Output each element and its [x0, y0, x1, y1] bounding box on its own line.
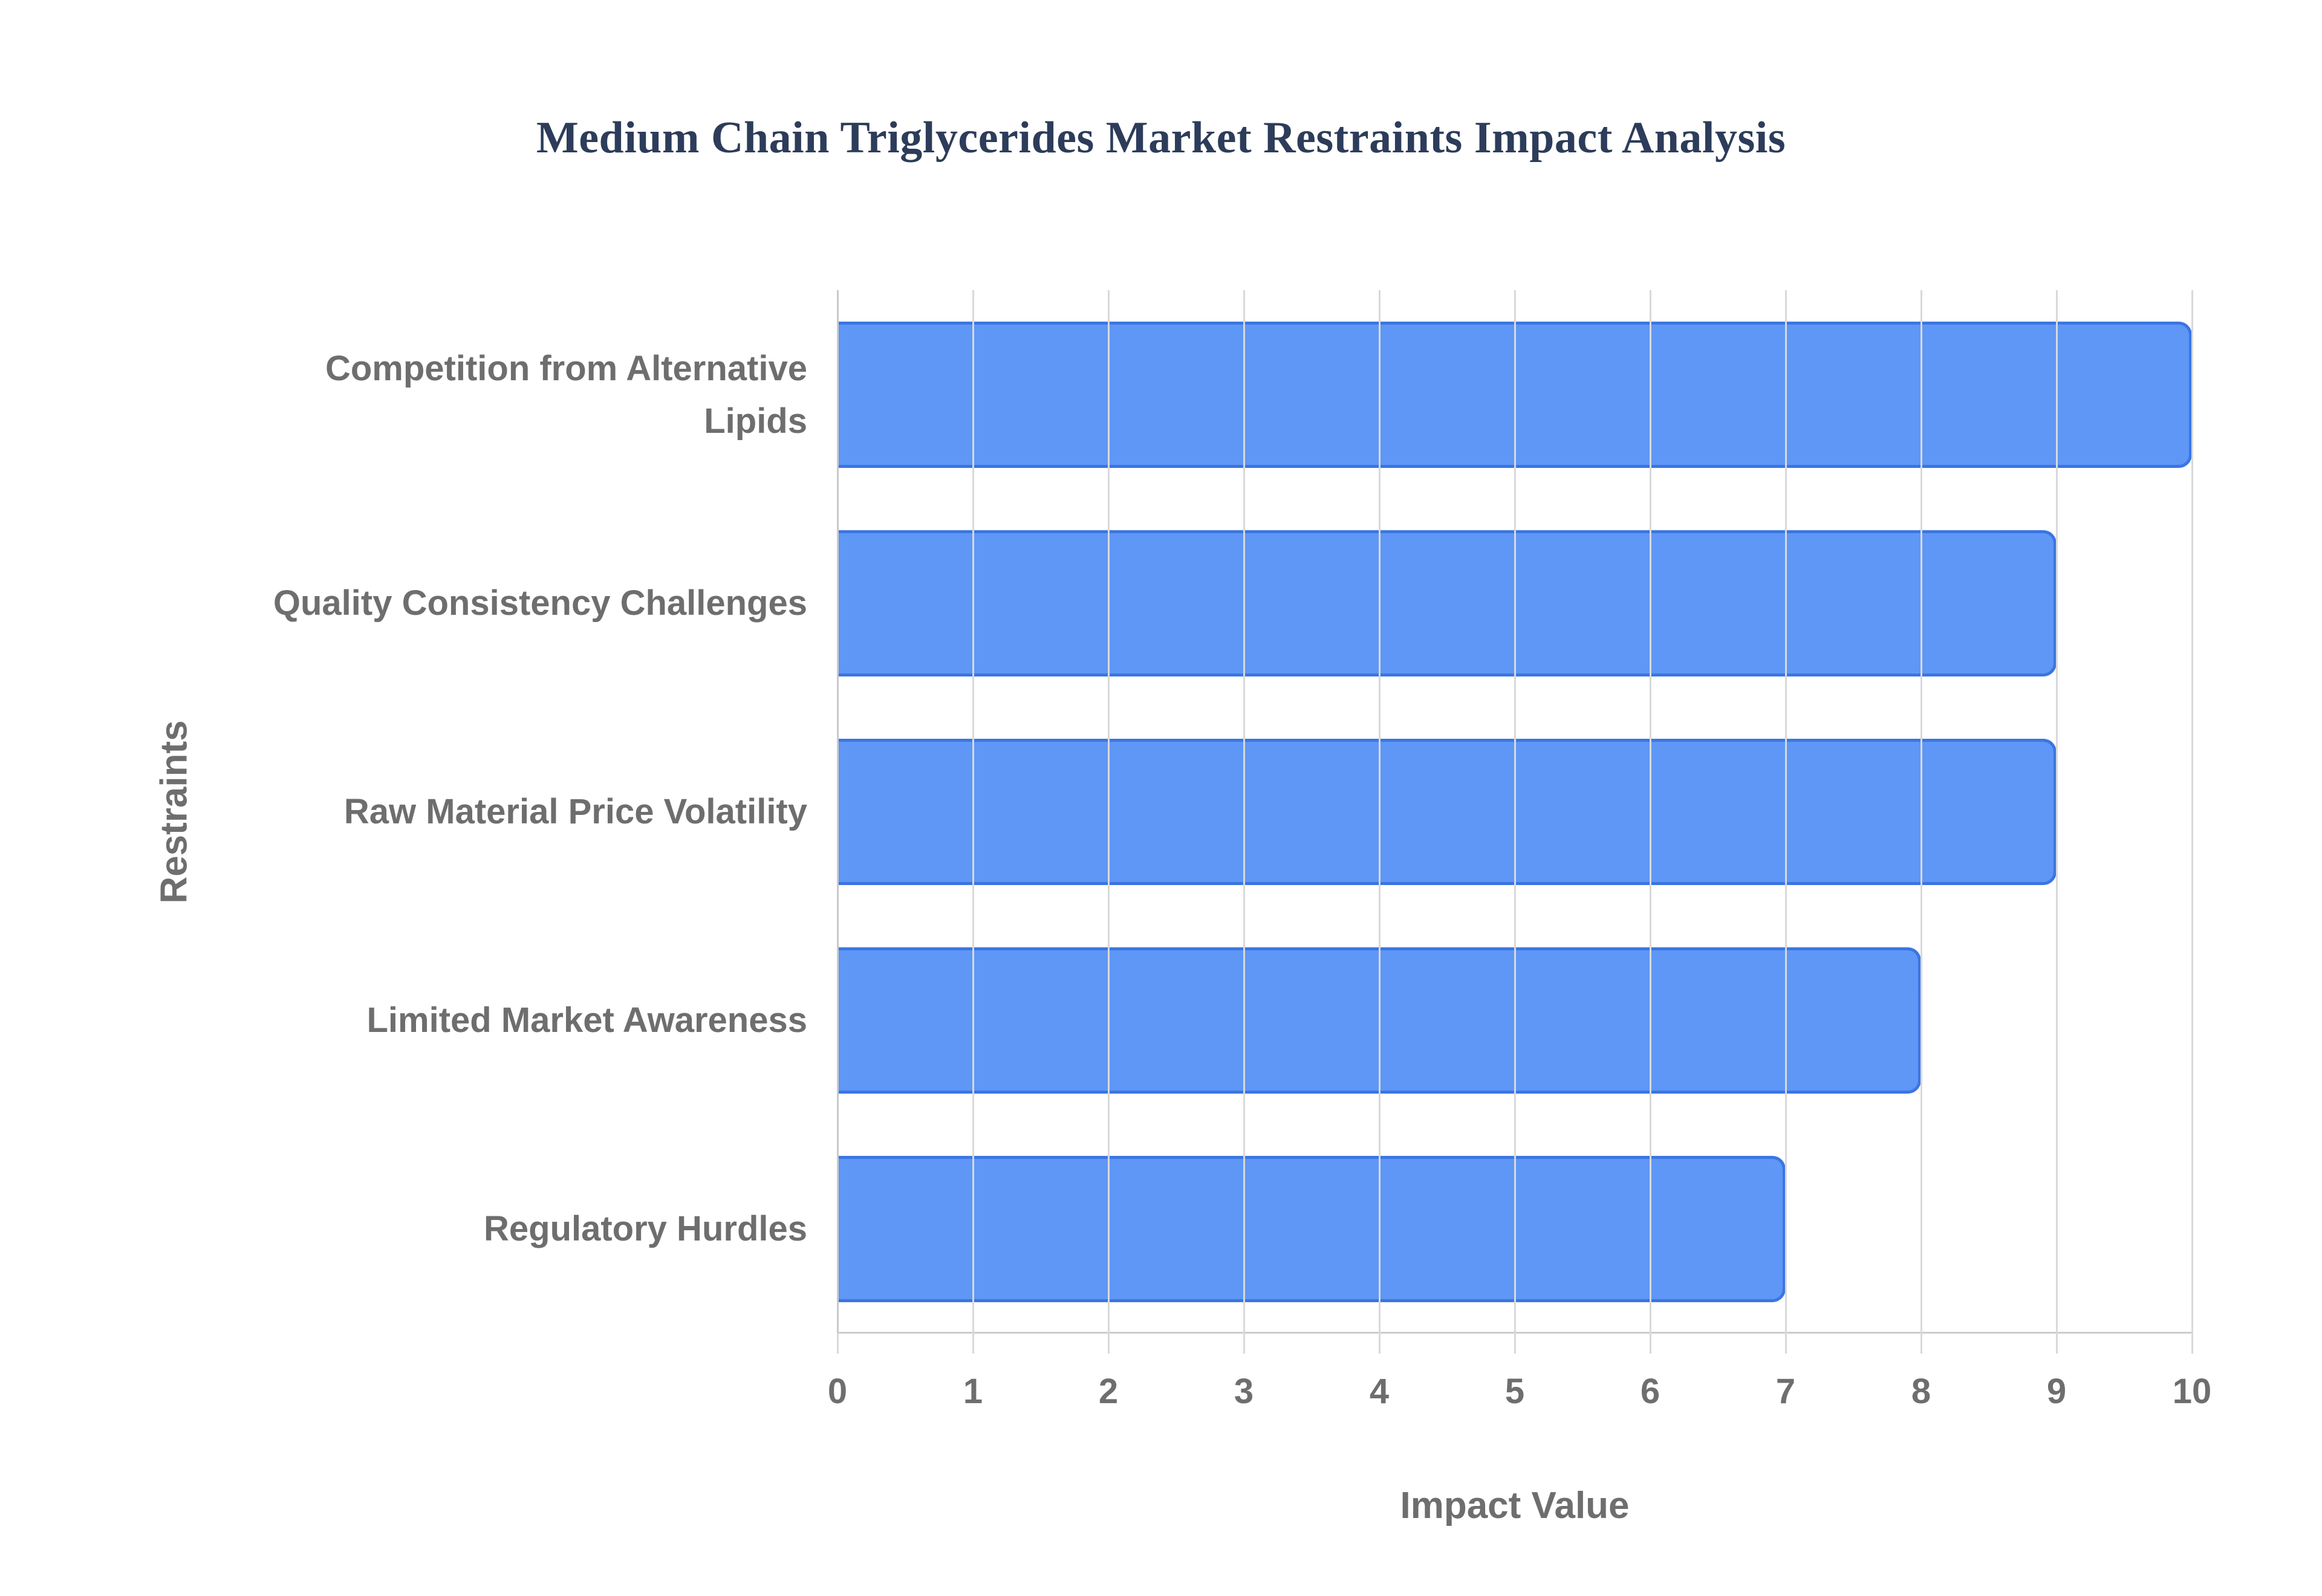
x-axis-title: Impact Value: [1400, 1485, 1630, 1526]
tick-mark: [1650, 1333, 1651, 1354]
y-axis-title: Restraints: [153, 720, 195, 904]
category-label: Limited Market Awareness: [366, 1001, 807, 1040]
tick-mark: [1785, 1333, 1787, 1354]
category-label: Raw Material Price Volatility: [343, 792, 807, 831]
tick-mark: [2056, 1333, 2058, 1354]
x-tick-label: 5: [1504, 1372, 1525, 1411]
category-label: Regulatory Hurdles: [484, 1209, 807, 1248]
x-tick-label: 1: [963, 1372, 983, 1411]
x-tick-label: 0: [827, 1372, 848, 1411]
x-tick-label: 8: [1911, 1372, 1931, 1411]
gridline: [1243, 290, 1245, 1333]
gridline: [1920, 290, 1922, 1333]
tick-mark: [837, 1333, 839, 1354]
bar: [837, 530, 2057, 676]
tick-mark: [1920, 1333, 1922, 1354]
gridline: [1785, 290, 1787, 1333]
bar: [837, 739, 2057, 885]
gridline: [1650, 290, 1651, 1333]
x-tick-label: 7: [1775, 1372, 1796, 1411]
gridline: [972, 290, 974, 1333]
tick-mark: [972, 1333, 974, 1354]
gridline: [837, 290, 839, 1333]
category-label: Competition from Alternative Lipids: [325, 348, 807, 441]
plot-area: [837, 290, 2193, 1354]
x-tick-label: 10: [2172, 1372, 2212, 1411]
x-tick-label: 9: [2046, 1372, 2067, 1411]
gridline: [1108, 290, 1110, 1333]
category-label: Quality Consistency Challenges: [273, 583, 807, 623]
x-tick-label: 2: [1098, 1372, 1119, 1411]
bar: [837, 1156, 1786, 1302]
gridline: [1514, 290, 1516, 1333]
gridline: [2191, 290, 2193, 1333]
x-tick-label: 6: [1640, 1372, 1660, 1411]
x-tick-label: 3: [1234, 1372, 1254, 1411]
tick-mark: [1243, 1333, 1245, 1354]
tick-mark: [2191, 1333, 2193, 1354]
gridline: [1379, 290, 1381, 1333]
tick-mark: [1108, 1333, 1110, 1354]
x-tick-label: 4: [1369, 1372, 1390, 1411]
tick-mark: [1514, 1333, 1516, 1354]
gridline: [2056, 290, 2058, 1333]
tick-mark: [1379, 1333, 1381, 1354]
chart-title: Medium Chain Triglycerides Market Restra…: [536, 113, 1786, 163]
